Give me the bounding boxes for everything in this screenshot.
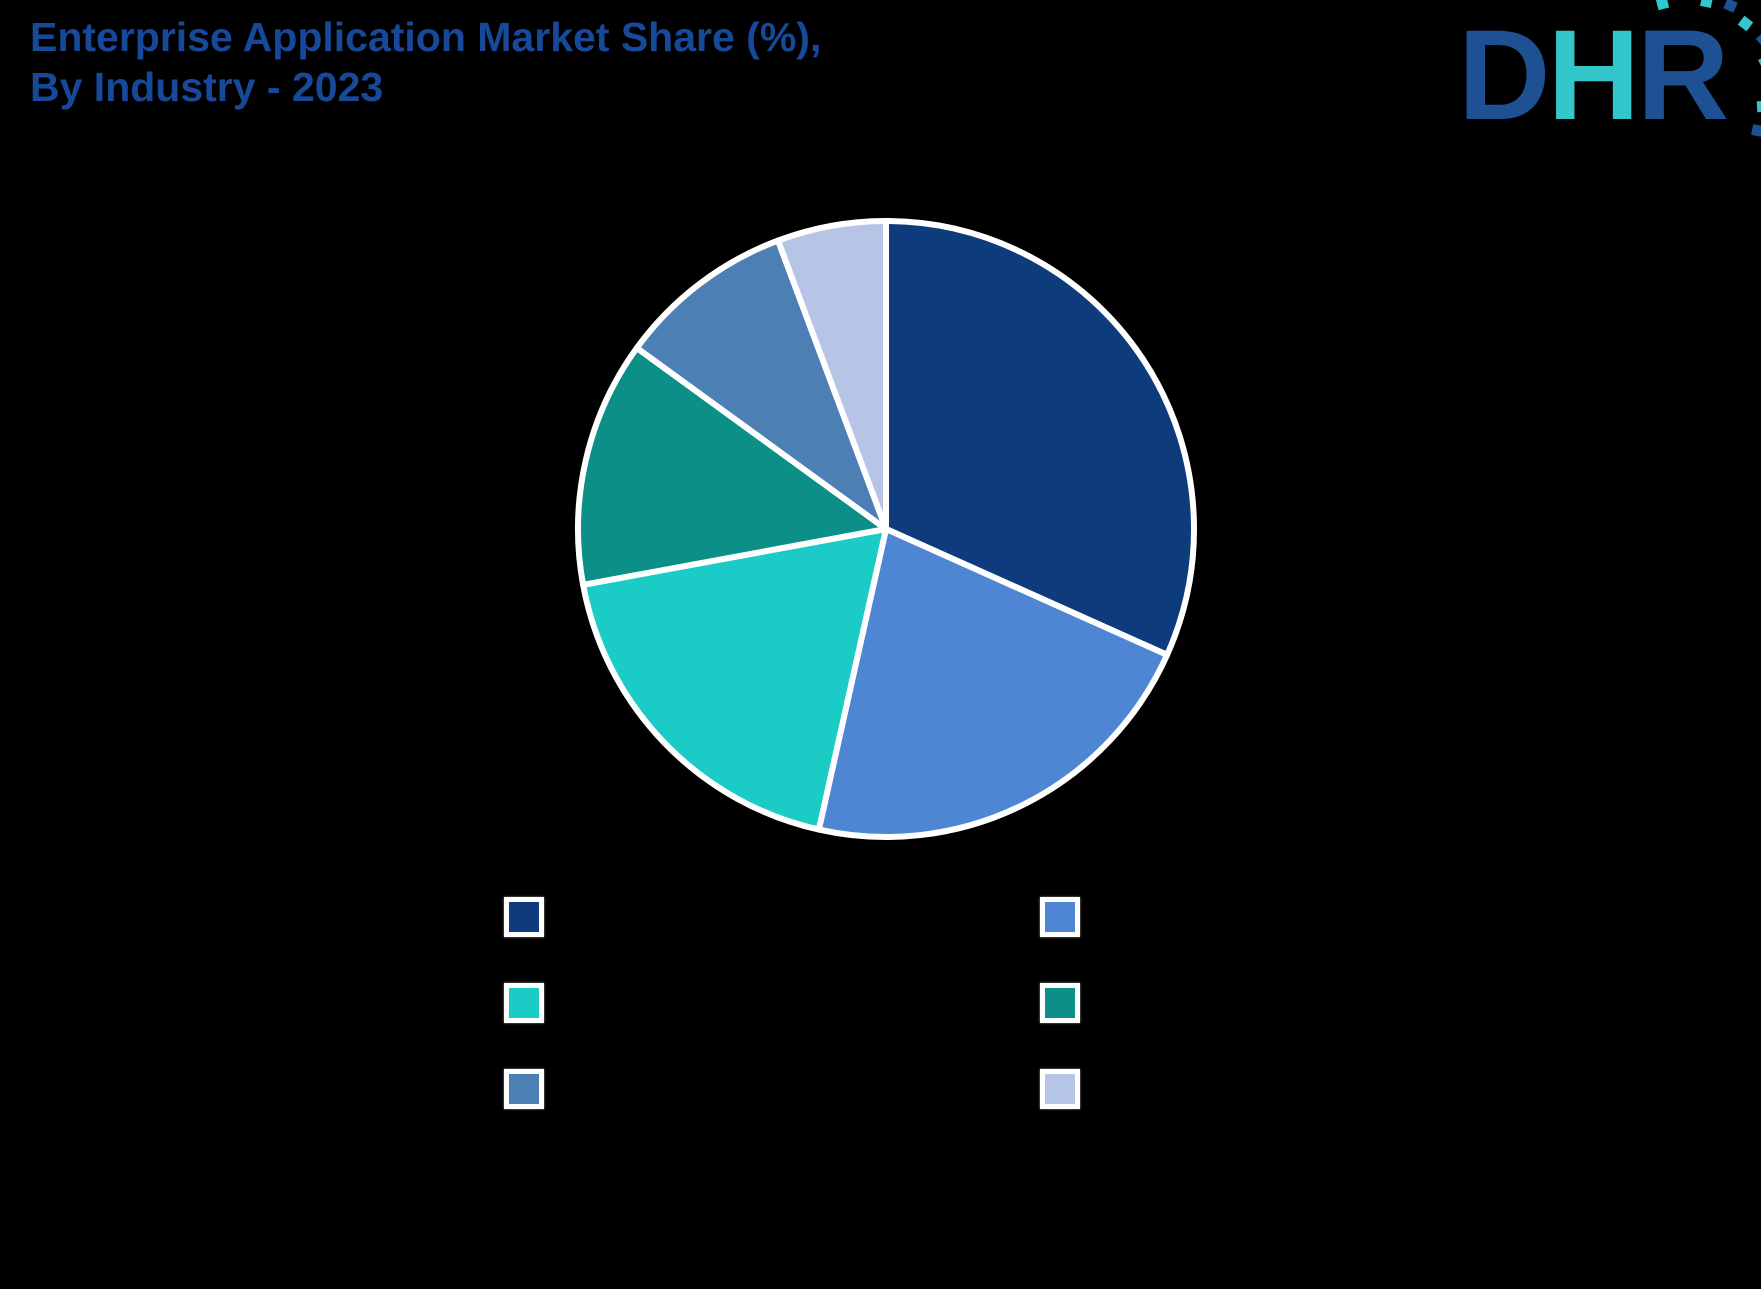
pie-slice-turquoise-segment (580, 526, 889, 833)
legend-item-dark-teal (1040, 983, 1576, 1069)
logo-letter-r: R (1636, 4, 1729, 147)
pie-slice-steel-blue-segment (633, 237, 889, 532)
chart-title: Enterprise Application Market Share (%),… (30, 12, 821, 112)
legend-item-navy (504, 897, 1040, 983)
legend-cornflower-swatch (1040, 897, 1080, 937)
legend-item-turquoise (504, 983, 1040, 1069)
legend-turquoise-swatch (504, 983, 544, 1023)
chart-title-line-2: By Industry - 2023 (30, 64, 384, 110)
brand-logo: DHR (1458, 0, 1761, 156)
logo-letter-h: H (1547, 4, 1639, 147)
pie-slice-lavender-segment (775, 218, 889, 532)
legend-dark-teal-swatch (1040, 983, 1080, 1023)
legend-navy-swatch (504, 897, 544, 937)
pie-slice-cornflower-segment (815, 526, 1171, 840)
legend-lavender-swatch (1040, 1069, 1080, 1109)
pie-slice-navy-segment (883, 218, 1197, 658)
brand-logo-text: DHR (1458, 12, 1729, 140)
logo-letter-d: D (1458, 4, 1550, 147)
legend-item-steel-blue (504, 1069, 1040, 1155)
legend (504, 897, 1576, 1155)
pie-slice-dark-teal-segment (575, 344, 889, 588)
legend-item-lavender (1040, 1069, 1576, 1155)
chart-title-line-1: Enterprise Application Market Share (%), (30, 14, 822, 60)
legend-item-cornflower (1040, 897, 1576, 983)
legend-steel-blue-swatch (504, 1069, 544, 1109)
